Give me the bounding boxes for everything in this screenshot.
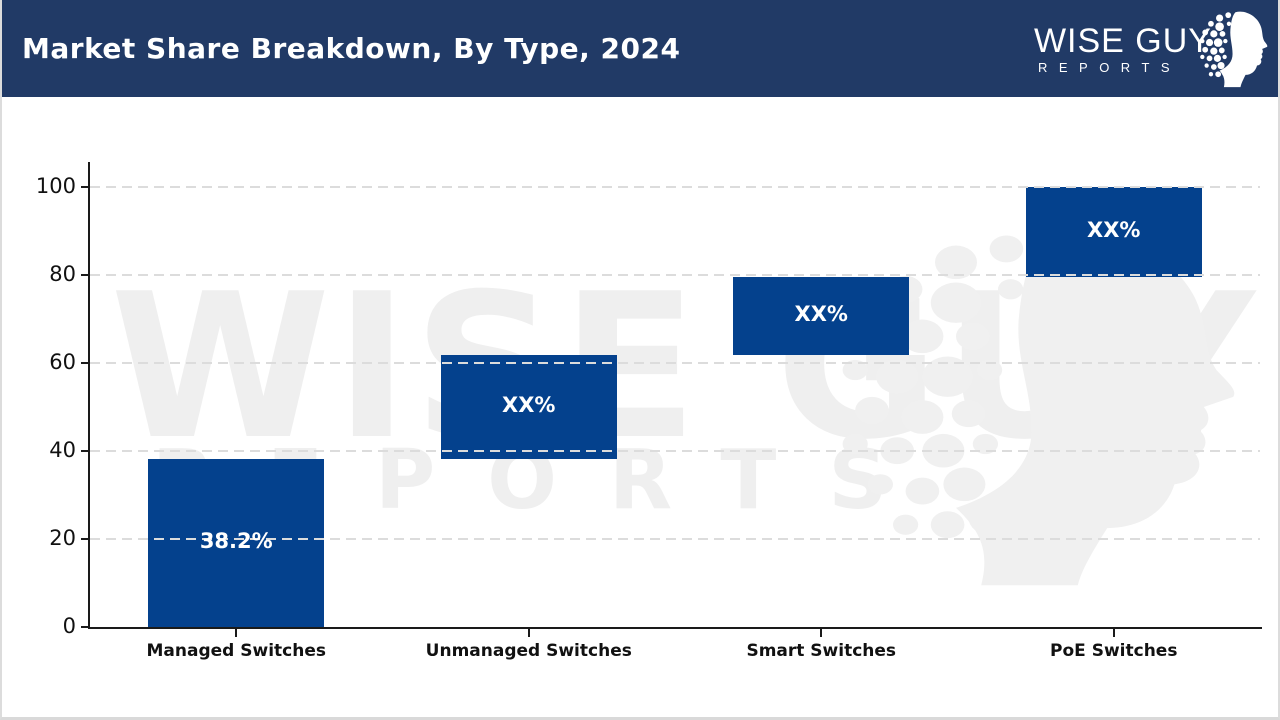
y-axis-line	[88, 162, 90, 629]
logo-wordmark: WISE GUY	[1033, 21, 1212, 60]
gridline	[90, 186, 1260, 188]
y-tick-mark	[81, 626, 90, 628]
x-tick-mark	[235, 629, 238, 637]
y-tick-label: 0	[62, 614, 76, 638]
x-tick-mark	[1112, 629, 1115, 637]
bar	[1025, 187, 1202, 278]
gridline	[90, 538, 1260, 540]
page-title: Market Share Breakdown, By Type, 2024	[22, 32, 681, 65]
y-tick-label: 60	[49, 350, 76, 374]
wiseguy-logo-text: WISE GUY REPORTS	[1034, 24, 1212, 74]
y-tick-label: 80	[49, 262, 76, 286]
x-category-label: Unmanaged Switches	[425, 641, 632, 661]
x-axis-line	[88, 627, 1262, 629]
y-tick-mark	[81, 362, 90, 364]
wiseguy-logo: WISE GUY REPORTS	[1034, 9, 1270, 89]
x-tick-mark	[527, 629, 530, 637]
y-tick-label: 20	[49, 526, 76, 550]
logo-subtitle: REPORTS	[1037, 59, 1182, 75]
x-category-label: Smart Switches	[746, 641, 897, 661]
gridline	[90, 274, 1260, 276]
bar-value-label: 38.2%	[199, 528, 273, 553]
header-bar: Market Share Breakdown, By Type, 2024 WI…	[2, 0, 1278, 97]
y-tick-mark	[81, 274, 90, 276]
y-tick-label: 100	[35, 174, 76, 198]
x-category-label: Managed Switches	[146, 641, 326, 661]
bar-value-label: XX%	[1087, 218, 1141, 243]
y-tick-mark	[81, 538, 90, 540]
bar	[148, 458, 325, 627]
bar	[440, 355, 617, 459]
y-tick-mark	[81, 450, 90, 452]
wiseguy-head-icon	[1198, 9, 1270, 89]
y-tick-mark	[81, 186, 90, 188]
x-category-label: PoE Switches	[1050, 641, 1178, 661]
gridline	[90, 362, 1260, 364]
x-tick-mark	[820, 629, 823, 637]
bar-value-label: XX%	[502, 393, 556, 417]
bar-value-label: XX%	[794, 302, 848, 327]
bar	[733, 277, 910, 356]
gridline	[90, 450, 1260, 452]
y-tick-label: 40	[49, 438, 76, 462]
